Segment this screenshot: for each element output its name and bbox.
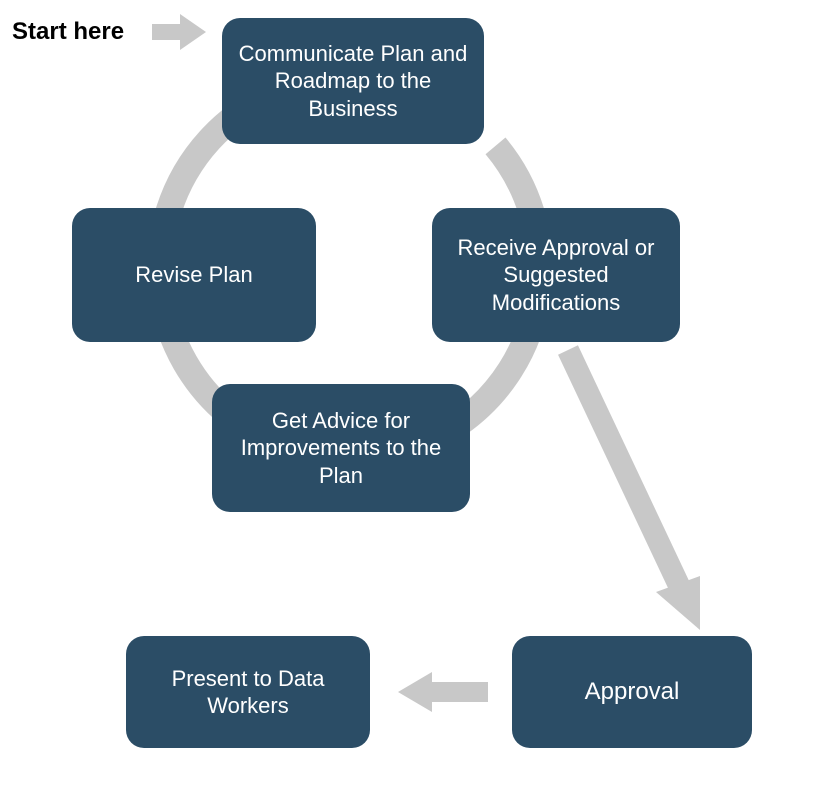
- node-present-label: Present to Data Workers: [142, 665, 354, 720]
- node-receive-label: Receive Approval or Suggested Modificati…: [448, 234, 664, 317]
- node-approval-label: Approval: [585, 677, 680, 707]
- start-here-arrow-icon: [152, 14, 206, 50]
- approval-to-present-arrow-icon: [398, 672, 488, 712]
- start-here-label: Start here: [12, 18, 124, 46]
- node-receive: Receive Approval or Suggested Modificati…: [432, 208, 680, 342]
- node-advice: Get Advice for Improvements to the Plan: [212, 384, 470, 512]
- branch-arrow: [568, 350, 700, 630]
- node-communicate: Communicate Plan and Roadmap to the Busi…: [222, 18, 484, 144]
- node-approval: Approval: [512, 636, 752, 748]
- node-revise-label: Revise Plan: [135, 261, 252, 289]
- node-communicate-label: Communicate Plan and Roadmap to the Busi…: [238, 40, 468, 123]
- node-present: Present to Data Workers: [126, 636, 370, 748]
- diagram-canvas: Start here Communicate Plan and Roadmap …: [0, 0, 839, 790]
- node-revise: Revise Plan: [72, 208, 316, 342]
- node-advice-label: Get Advice for Improvements to the Plan: [228, 407, 454, 490]
